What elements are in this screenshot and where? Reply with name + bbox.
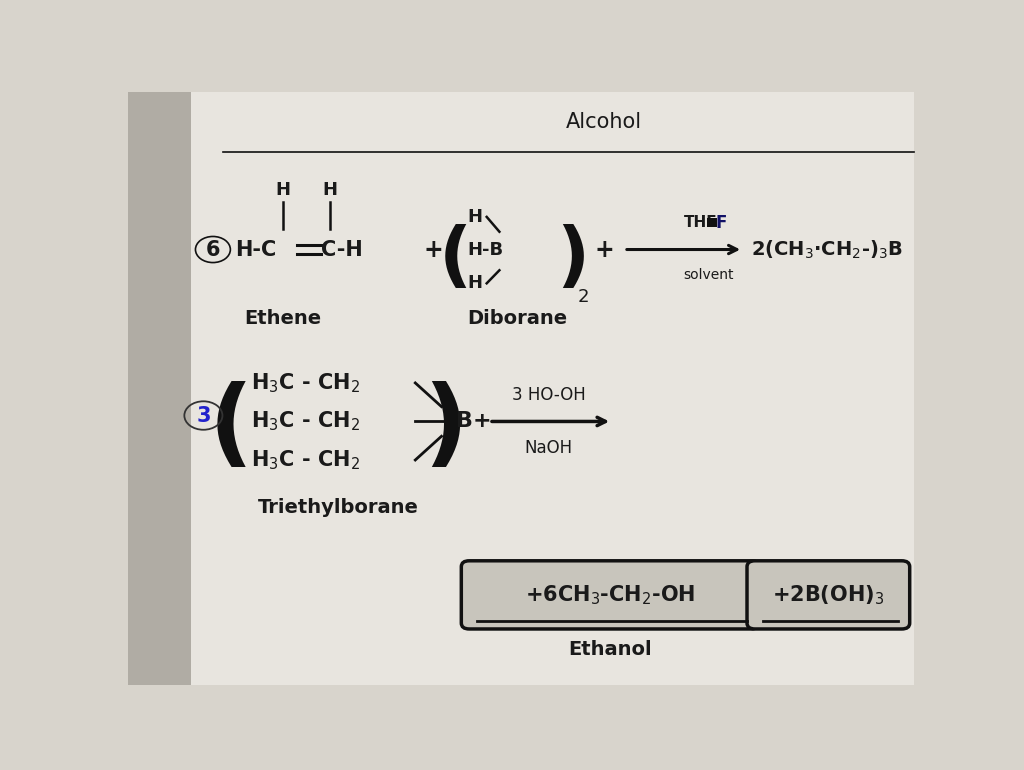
Text: Triethylborane: Triethylborane xyxy=(258,498,419,517)
Text: C-H: C-H xyxy=(321,239,362,259)
Text: H-B: H-B xyxy=(468,240,504,259)
Text: ): ) xyxy=(556,224,589,293)
FancyBboxPatch shape xyxy=(191,92,913,685)
Text: H-C: H-C xyxy=(236,239,276,259)
Text: 3: 3 xyxy=(197,406,211,426)
Text: H$_3$C - CH$_2$: H$_3$C - CH$_2$ xyxy=(251,371,360,395)
Text: NaOH: NaOH xyxy=(524,439,572,457)
Text: Diborane: Diborane xyxy=(467,310,567,328)
Text: H: H xyxy=(468,274,482,293)
Text: solvent: solvent xyxy=(684,268,734,282)
Text: H: H xyxy=(275,181,290,199)
Text: +2B(OH)$_3$: +2B(OH)$_3$ xyxy=(772,584,884,607)
Text: ): ) xyxy=(423,381,468,474)
Text: +: + xyxy=(424,237,443,262)
Text: THF: THF xyxy=(684,216,717,230)
Text: H$_3$C - CH$_2$: H$_3$C - CH$_2$ xyxy=(251,448,360,472)
Text: Alcohol: Alcohol xyxy=(566,112,642,132)
Text: Ethanol: Ethanol xyxy=(568,640,651,659)
Text: H: H xyxy=(468,208,482,226)
FancyBboxPatch shape xyxy=(128,92,191,685)
Text: (: ( xyxy=(209,381,253,474)
Text: +: + xyxy=(594,237,614,262)
Text: H$_3$C - CH$_2$: H$_3$C - CH$_2$ xyxy=(251,410,360,434)
Text: 2(CH$_3$·CH$_2$-)$_3$B: 2(CH$_3$·CH$_2$-)$_3$B xyxy=(751,239,903,261)
FancyBboxPatch shape xyxy=(461,561,759,629)
Text: 6: 6 xyxy=(206,239,220,259)
FancyBboxPatch shape xyxy=(708,217,717,227)
Text: Ethene: Ethene xyxy=(244,310,322,328)
Text: +6CH$_3$-CH$_2$-OH: +6CH$_3$-CH$_2$-OH xyxy=(524,584,695,607)
Text: 2: 2 xyxy=(578,288,589,306)
Text: H: H xyxy=(323,181,338,199)
Text: F: F xyxy=(715,214,727,232)
Text: B+: B+ xyxy=(456,411,492,431)
FancyBboxPatch shape xyxy=(748,561,909,629)
Text: 3 HO-OH: 3 HO-OH xyxy=(512,386,586,403)
Text: (: ( xyxy=(438,224,471,293)
